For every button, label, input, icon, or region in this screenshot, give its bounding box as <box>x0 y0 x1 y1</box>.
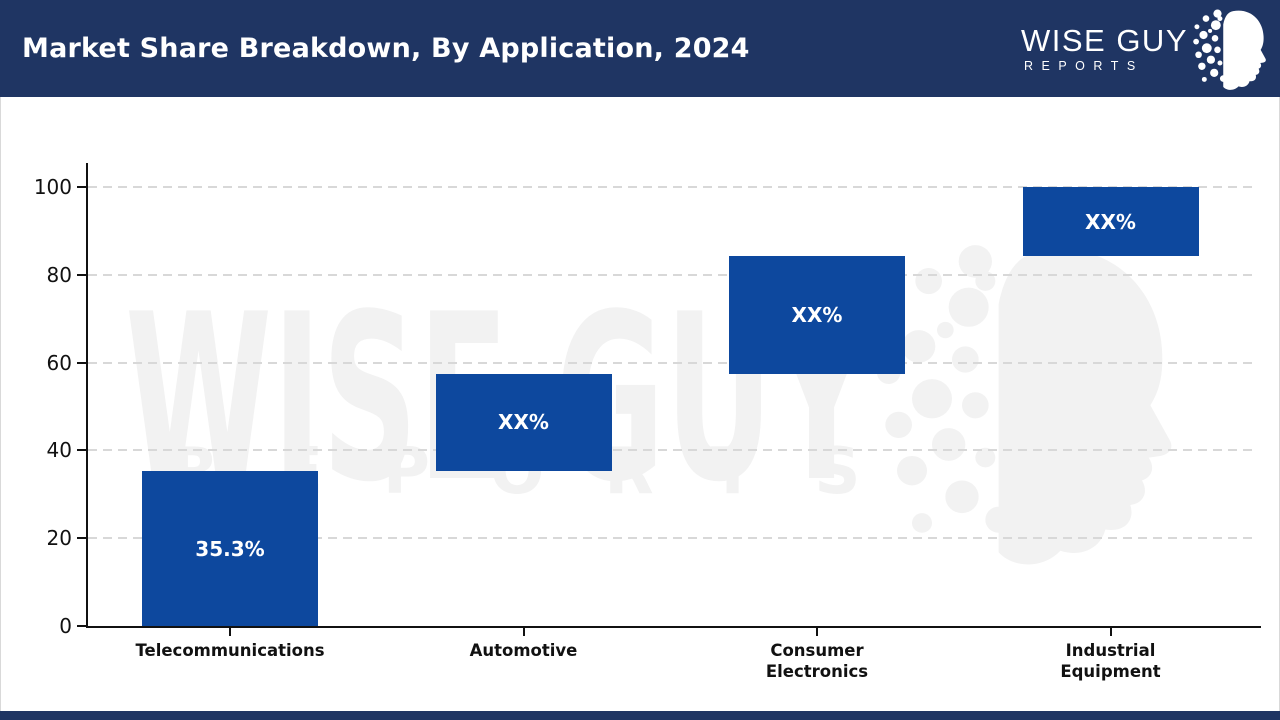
gridline-40 <box>88 449 1258 452</box>
header-bar: Market Share Breakdown, By Application, … <box>0 0 1280 97</box>
bar-value-label-consumer-electronics: XX% <box>791 302 843 327</box>
bar-telecommunications: 35.3% <box>142 471 318 626</box>
brand-subtitle: REPORTS <box>1023 58 1144 73</box>
gridline-100 <box>88 186 1258 188</box>
y-axis-line <box>86 163 88 628</box>
x-tick-consumer-electronics <box>816 628 818 636</box>
y-tick-label-40: 40 <box>46 438 72 463</box>
x-category-label-consumer-electronics: Consumer Electronics <box>765 641 869 681</box>
y-tick-label-0: 0 <box>59 614 72 638</box>
brand-logo-text: WISE GUY REPORTS <box>1021 25 1188 73</box>
x-tick-telecommunications <box>229 628 231 636</box>
watermark-head-icon <box>877 245 1172 565</box>
gridline-60 <box>88 361 1258 364</box>
y-tick-60 <box>77 361 87 364</box>
bar-automotive: XX% <box>435 373 612 472</box>
y-tick-40 <box>77 449 87 452</box>
y-tick-label-100: 100 <box>33 175 72 199</box>
bar-value-label-industrial-equipment: XX% <box>1085 209 1136 234</box>
bar-consumer-electronics: XX% <box>729 256 905 374</box>
brand-logo: WISE GUY REPORTS <box>1021 6 1266 92</box>
gridline-20 <box>88 537 1258 540</box>
y-tick-label-80: 80 <box>46 262 72 287</box>
y-tick-label-60: 60 <box>46 350 72 375</box>
x-category-label-telecommunications: Telecommunications <box>135 641 325 660</box>
y-tick-0 <box>77 625 87 627</box>
footer-bar <box>0 711 1280 720</box>
y-tick-80 <box>77 273 87 276</box>
x-axis-line <box>86 626 1261 628</box>
y-tick-100 <box>77 186 87 188</box>
bar-value-label-automotive: XX% <box>498 410 549 435</box>
gridline-80 <box>88 273 1258 276</box>
x-category-label-industrial-equipment: Industrial Equipment <box>1060 641 1161 681</box>
brand-name: WISE GUY <box>1020 22 1188 58</box>
bar-value-label-telecommunications: 35.3% <box>195 536 265 561</box>
x-tick-automotive <box>522 628 525 636</box>
wiseguy-head-icon <box>1193 9 1266 90</box>
y-tick-20 <box>77 537 87 540</box>
x-category-label-automotive: Automotive <box>469 641 578 660</box>
y-tick-label-20: 20 <box>46 526 72 551</box>
page-title: Market Share Breakdown, By Application, … <box>22 33 750 64</box>
bar-industrial-equipment: XX% <box>1022 187 1199 257</box>
x-tick-industrial-equipment <box>1109 628 1112 636</box>
